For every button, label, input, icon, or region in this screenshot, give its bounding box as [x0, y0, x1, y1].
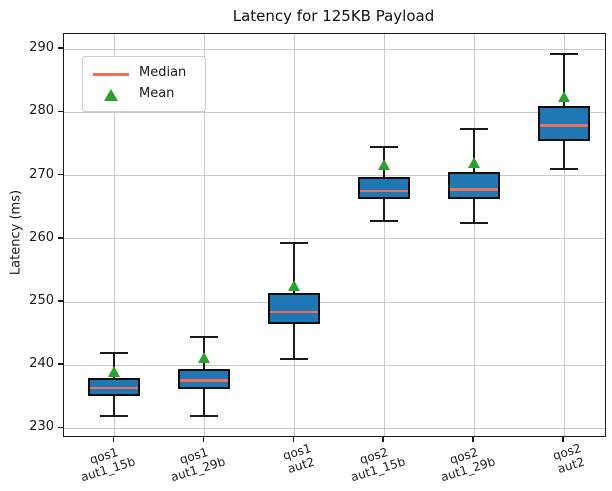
x-tick-label: qos1 aut2 [281, 441, 318, 477]
gridline-horizontal [64, 301, 605, 303]
mean-marker [287, 280, 300, 292]
y-tick-mark [58, 363, 63, 365]
y-tick-mark [58, 47, 63, 49]
y-tick-mark [58, 300, 63, 302]
gridline-vertical [203, 34, 205, 436]
x-tick-label: qos1 aut1_15b [76, 442, 138, 485]
whisker-cap-top [550, 53, 579, 56]
box [448, 172, 501, 199]
median-line [90, 386, 139, 390]
box [538, 106, 591, 141]
box [88, 377, 141, 396]
legend-label-median: Median [139, 65, 187, 80]
gridline-horizontal [64, 48, 605, 50]
plot-area: Median Mean [63, 33, 606, 437]
legend-entry-median: Median [83, 64, 205, 84]
legend-entry-mean: Mean [83, 85, 205, 105]
mean-marker [377, 158, 390, 170]
box [178, 369, 231, 390]
gridline-horizontal [64, 111, 605, 113]
y-tick-label: 260 [29, 229, 54, 245]
whisker-cap-top [190, 335, 219, 338]
mean-marker [197, 352, 210, 364]
y-tick-mark [58, 173, 63, 176]
y-tick-label: 280 [29, 103, 54, 119]
mean-marker [467, 156, 480, 168]
x-tick-label: qos1 aut1_29b [166, 442, 228, 485]
whisker-cap-bottom [190, 414, 219, 417]
x-tick-mark [292, 437, 295, 442]
y-tick-mark [58, 236, 63, 239]
y-tick-label: 250 [29, 293, 54, 308]
median-line [450, 188, 499, 191]
x-tick-label: qos2 aut1_15b [346, 442, 408, 485]
gridline-horizontal [64, 238, 605, 240]
x-tick-mark [382, 437, 385, 442]
box [358, 177, 411, 199]
legend-label-mean: Mean [139, 86, 175, 101]
gridline-horizontal [64, 364, 605, 366]
y-tick-label: 230 [29, 419, 54, 435]
gridline-vertical [563, 34, 565, 436]
whisker-cap-top [280, 242, 309, 245]
gridline-vertical [473, 34, 475, 436]
mean-triangle-icon [104, 89, 118, 101]
legend: Median Mean [82, 56, 206, 112]
gridline-vertical [293, 34, 295, 436]
gridline-horizontal [64, 427, 605, 429]
median-line-swatch [93, 73, 129, 76]
x-tick-mark [112, 437, 115, 442]
whisker-cap-bottom [460, 221, 489, 224]
y-tick-label: 270 [29, 166, 54, 182]
median-line [540, 124, 589, 127]
gridline-vertical [383, 34, 385, 436]
y-tick-label: 240 [29, 356, 54, 372]
y-tick-label: 290 [29, 40, 54, 56]
whisker-cap-bottom [280, 357, 309, 360]
gridline-horizontal [64, 175, 605, 177]
whisker-cap-top [370, 145, 399, 148]
y-tick-mark [58, 110, 63, 113]
mean-marker [107, 366, 120, 378]
median-line [180, 379, 229, 382]
x-tick-label: qos2 aut1_29b [436, 442, 498, 485]
y-tick-mark [58, 426, 63, 429]
mean-marker [557, 91, 570, 103]
x-tick-mark [562, 437, 564, 442]
whisker-cap-top [100, 351, 129, 354]
median-line [270, 310, 319, 314]
median-line [360, 189, 409, 192]
chart-title: Latency for 125KB Payload [232, 7, 435, 25]
gridline-vertical [113, 34, 115, 436]
x-tick-mark [472, 437, 475, 442]
box [268, 293, 321, 325]
whisker-cap-bottom [100, 414, 129, 417]
x-tick-mark [202, 437, 205, 442]
whisker-cap-top [460, 128, 489, 131]
whisker-cap-bottom [550, 168, 579, 171]
x-tick-label: qos2 aut2 [551, 441, 588, 477]
whisker-cap-bottom [370, 220, 399, 223]
